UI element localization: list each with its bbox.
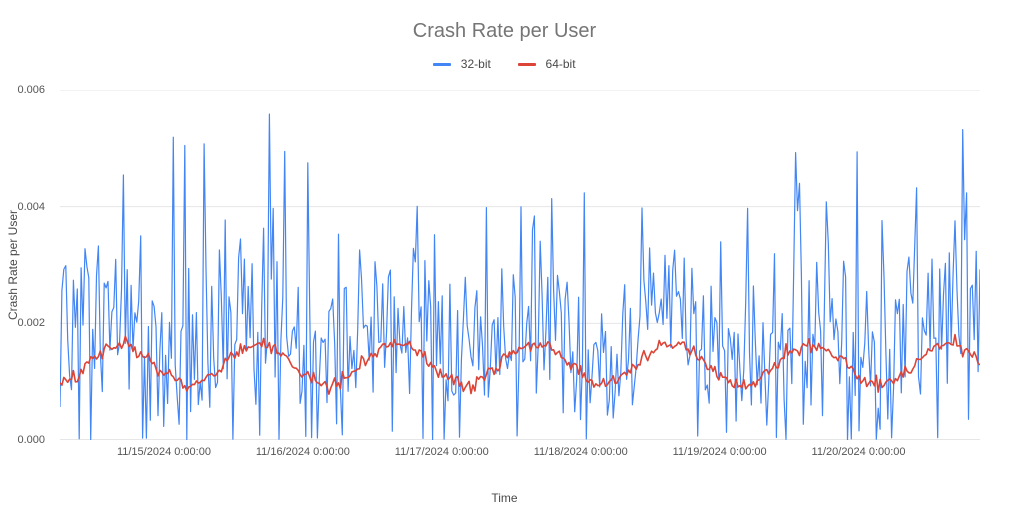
y-tick-label: 0.002: [17, 317, 45, 329]
x-tick-label: 11/16/2024 0:00:00: [256, 446, 350, 458]
legend-label-32bit: 32-bit: [461, 57, 491, 71]
chart-title: Crash Rate per User: [0, 20, 1009, 43]
series-32-bit: [60, 114, 980, 440]
legend-item-64bit: 64-bit: [518, 57, 575, 71]
x-tick-label: 11/18/2024 0:00:00: [534, 446, 628, 458]
y-tick-label: 0.006: [17, 84, 45, 96]
chart-legend: 32-bit 64-bit: [0, 56, 1009, 71]
legend-swatch-32bit: [433, 63, 451, 66]
y-axis-ticks: 0.0000.0020.0040.006: [0, 90, 55, 440]
legend-label-64bit: 64-bit: [546, 57, 576, 71]
x-tick-label: 11/19/2024 0:00:00: [673, 446, 767, 458]
chart-svg: [60, 90, 980, 440]
crash-rate-chart: Crash Rate per User 32-bit 64-bit Crash …: [0, 0, 1009, 523]
plot-area: [60, 90, 980, 440]
x-tick-label: 11/15/2024 0:00:00: [117, 446, 211, 458]
y-tick-label: 0.000: [17, 434, 45, 446]
legend-item-32bit: 32-bit: [433, 57, 490, 71]
x-tick-label: 11/20/2024 0:00:00: [812, 446, 906, 458]
x-axis-label: Time: [0, 491, 1009, 505]
y-tick-label: 0.004: [17, 201, 45, 213]
x-tick-label: 11/17/2024 0:00:00: [395, 446, 489, 458]
x-axis-ticks: 11/15/2024 0:00:00 11/16/2024 0:00:00 11/1…: [60, 446, 980, 466]
legend-swatch-64bit: [518, 63, 536, 66]
